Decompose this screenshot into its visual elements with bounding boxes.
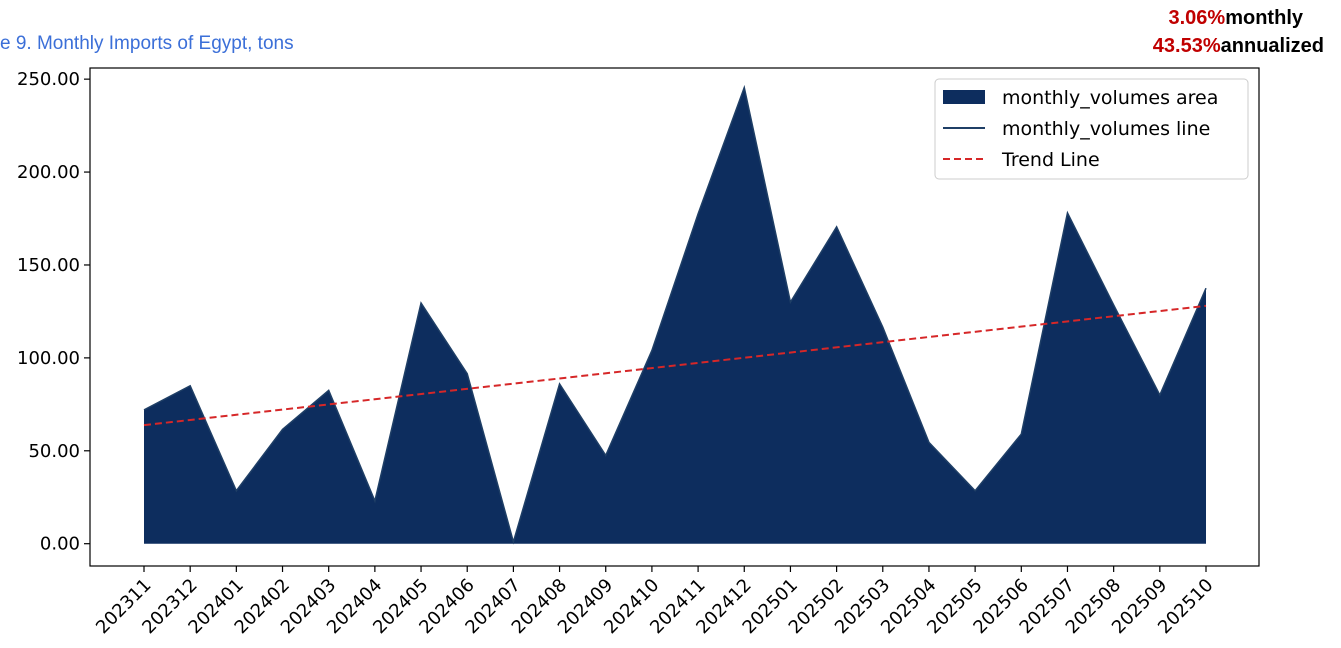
data-point-202311 (143, 409, 145, 411)
y-tick-label: 200.00 (17, 162, 80, 183)
monthly-label: monthly (1225, 7, 1304, 29)
trend-line (143, 304, 1207, 427)
data-point-202502 (836, 226, 838, 228)
data-point-202507 (1066, 212, 1068, 214)
data-point-202412 (743, 87, 745, 89)
data-point-202406 (466, 373, 468, 375)
legend-trend-label: Trend Line (1001, 149, 1100, 171)
annualized-growth-stat: 43.53%annualized (1153, 35, 1324, 57)
annual-rate: 43.53% (1153, 35, 1221, 57)
x-axis: 2023112023122024012024022024032024042024… (92, 566, 1218, 638)
data-point-202404 (374, 500, 376, 502)
legend-line-label: monthly_volumes line (1002, 118, 1210, 140)
y-axis: 0.00 50.00 100.00 150.00 200.00 250.00 (17, 69, 90, 555)
y-tick-label: 0.00 (40, 534, 80, 555)
legend-area-swatch (943, 90, 985, 104)
data-point-202403 (328, 389, 330, 391)
plot-frame (89, 67, 1260, 567)
data-point-202411 (697, 213, 699, 215)
y-tick-label: 150.00 (17, 255, 80, 276)
annual-label: annualized (1221, 35, 1324, 57)
data-point-202505 (974, 490, 976, 492)
data-point-202503 (882, 326, 884, 328)
data-point-202501 (789, 301, 791, 303)
data-point-202405 (420, 302, 422, 304)
legend: monthly_volumes area monthly_volumes lin… (934, 78, 1249, 180)
chart-title: e 9. Monthly Imports of Egypt, tons (0, 33, 294, 54)
line-series (143, 84, 1207, 545)
area-series (144, 87, 1206, 544)
data-point-202402 (282, 428, 284, 430)
y-tick-label: 100.00 (17, 348, 80, 369)
data-point-202506 (1020, 433, 1022, 435)
data-point-202509 (1159, 394, 1161, 396)
y-tick-label: 50.00 (28, 441, 80, 462)
data-point-202510 (1205, 287, 1207, 289)
monthly-growth-stat: 3.06%monthly (1169, 7, 1304, 29)
data-point-202410 (651, 349, 653, 351)
data-point-202401 (235, 490, 237, 492)
data-point-202312 (189, 385, 191, 387)
legend-box (934, 78, 1249, 180)
plot-area (143, 84, 1207, 545)
legend-area-label: monthly_volumes area (1002, 87, 1218, 109)
y-tick-label: 250.00 (17, 69, 80, 90)
data-point-202409 (605, 454, 607, 456)
monthly-rate: 3.06% (1169, 7, 1226, 29)
data-point-202508 (1113, 304, 1115, 306)
data-point-202408 (559, 383, 561, 385)
data-point-202407 (512, 541, 514, 543)
data-point-202504 (928, 441, 930, 443)
